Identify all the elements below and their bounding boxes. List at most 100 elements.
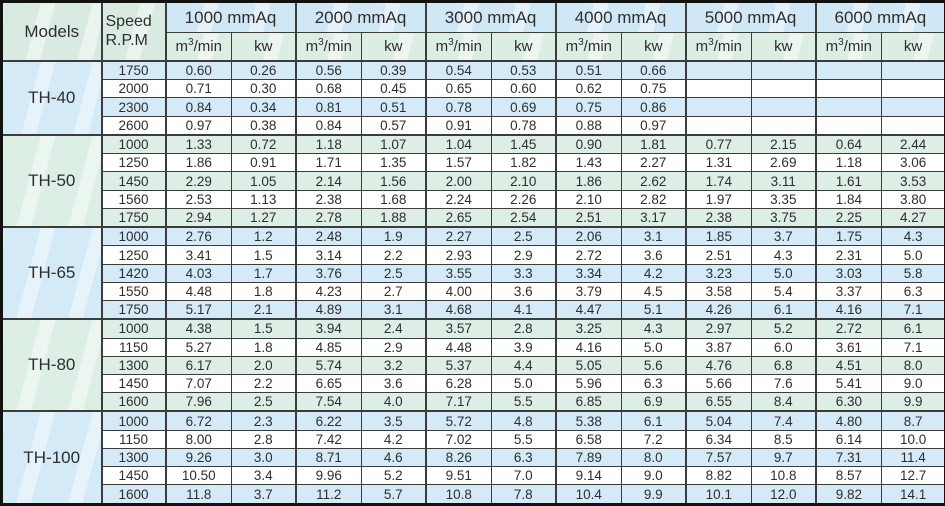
power-value-cell: 3.2	[361, 355, 427, 376]
rpm-cell: 1420	[101, 263, 166, 283]
power-value-cell: 1.8	[230, 281, 297, 302]
header-row-units: m3/min kw m3/min kw m3/min kw m3/min kw …	[2, 32, 945, 62]
flow-value-cell: 2.51	[554, 207, 623, 228]
rpm-cell: 1300	[101, 355, 166, 376]
flow-value-cell: 2.38	[684, 207, 753, 228]
power-value-cell: 1.5	[230, 245, 297, 265]
power-value-cell: 0.39	[361, 60, 427, 81]
rpm-cell: 1000	[101, 133, 166, 155]
flow-value-cell: 6.30	[814, 392, 883, 412]
power-value-cell: 2.69	[751, 153, 817, 173]
power-value-cell: 8.0	[621, 447, 687, 468]
table-row: 1300 6.17 2.0 5.74 3.2 5.37 4.4 5.05 5.6 4.76 6.8 4…	[2, 355, 945, 376]
power-unit-header: kw	[491, 32, 557, 62]
rpm-cell: 1150	[101, 429, 166, 449]
flow-value-cell: 8.82	[684, 466, 753, 486]
power-value-cell: 2.5	[230, 392, 297, 412]
power-value-cell: 1.05	[230, 171, 297, 191]
flow-value-cell: 2.53	[164, 189, 232, 209]
speed-header-line1: Speed	[105, 13, 152, 31]
pressure-header-2000: 2000 mmAq	[294, 1, 427, 33]
power-value-cell: 5.0	[881, 245, 945, 265]
power-value-cell: 6.8	[751, 355, 817, 376]
power-value-cell: 2.8	[230, 429, 297, 449]
rpm-cell: 1450	[101, 171, 166, 191]
flow-value-cell: 7.57	[684, 447, 753, 468]
table-row: 1420 4.03 1.7 3.76 2.5 3.55 3.3 3.34 4.2 3.23 5.0 3…	[2, 263, 945, 283]
flow-value-cell: 2.24	[424, 189, 493, 209]
flow-value-cell: 2.06	[554, 226, 623, 247]
flow-value-cell	[814, 79, 883, 99]
power-value-cell: 0.57	[361, 115, 427, 136]
table-row: TH-65 1000 2.76 1.2 2.48 1.9 2.27 2.5 2.06 3.1 1.8…	[1, 226, 945, 320]
flow-value-cell: 1.84	[814, 189, 883, 209]
power-value-cell: 5.7	[361, 484, 427, 505]
power-value-cell: 6.1	[621, 410, 687, 431]
speed-header-line2: R.P.M	[105, 31, 148, 49]
flow-value-cell: 2.27	[424, 226, 493, 247]
flow-value-cell: 4.38	[164, 318, 232, 339]
flow-value-cell: 0.68	[294, 79, 363, 99]
flow-value-cell: 7.42	[294, 429, 363, 449]
flow-value-cell: 3.55	[424, 263, 493, 283]
power-value-cell: 2.1	[230, 300, 297, 320]
flow-value-cell: 6.58	[554, 429, 623, 449]
flow-value-cell: 3.34	[554, 263, 623, 283]
power-value-cell: 5.2	[751, 318, 817, 339]
flow-value-cell: 4.16	[554, 337, 623, 357]
power-value-cell: 3.6	[361, 373, 427, 394]
flow-value-cell: 6.17	[164, 355, 232, 376]
power-value-cell: 3.06	[881, 153, 945, 173]
flow-value-cell: 2.00	[424, 171, 493, 191]
power-value-cell: 3.6	[491, 281, 557, 302]
power-value-cell: 4.0	[361, 392, 427, 412]
flow-value-cell: 6.14	[814, 429, 883, 449]
power-value-cell: 7.1	[881, 337, 945, 357]
flow-value-cell: 4.00	[424, 281, 493, 302]
flow-value-cell: 3.58	[684, 281, 753, 302]
table-row: 1600 7.96 2.5 7.54 4.0 7.17 5.5 6.85 6.9 6.55 8.4 6…	[2, 392, 945, 412]
power-value-cell: 1.68	[361, 189, 427, 209]
power-value-cell: 14.1	[881, 484, 945, 505]
power-value-cell: 9.0	[881, 373, 945, 394]
flow-value-cell: 5.05	[554, 355, 623, 376]
power-value-cell: 7.1	[881, 300, 945, 320]
speed-rpm-header: Speed R.P.M	[101, 1, 167, 62]
table-row: 1600 11.8 3.7 11.2 5.7 10.8 7.8 10.4 9.9 10.1 12.0…	[2, 484, 945, 505]
power-value-cell: 2.9	[491, 245, 557, 265]
power-value-cell: 7.2	[621, 429, 687, 449]
flow-value-cell: 9.14	[554, 466, 623, 486]
power-value-cell: 2.44	[881, 133, 945, 155]
power-value-cell: 3.1	[361, 300, 427, 320]
power-value-cell: 4.3	[881, 226, 945, 247]
flow-value-cell: 1.97	[684, 189, 753, 209]
flow-value-cell: 1.18	[814, 153, 883, 173]
flow-value-cell: 4.16	[814, 300, 883, 320]
rpm-cell: 1250	[101, 245, 166, 265]
power-unit-header: kw	[361, 32, 427, 62]
flow-value-cell: 0.62	[554, 79, 623, 99]
flow-value-cell: 4.85	[294, 337, 363, 357]
flow-unit-header: m3/min	[294, 32, 363, 62]
power-value-cell: 2.5	[361, 263, 427, 283]
flow-value-cell	[684, 115, 753, 136]
flow-unit-header: m3/min	[814, 32, 883, 62]
power-value-cell: 0.30	[230, 79, 297, 99]
flow-value-cell: 3.14	[294, 245, 363, 265]
flow-value-cell: 11.8	[164, 484, 232, 505]
flow-value-cell: 8.26	[424, 447, 493, 468]
power-value-cell: 9.9	[881, 392, 945, 412]
power-value-cell: 4.6	[361, 447, 427, 468]
power-value-cell: 5.6	[621, 355, 687, 376]
flow-value-cell: 0.84	[294, 115, 363, 136]
flow-value-cell	[684, 97, 753, 117]
flow-value-cell: 6.72	[164, 410, 232, 431]
flow-value-cell: 2.31	[814, 245, 883, 265]
power-value-cell: 1.35	[361, 153, 427, 173]
flow-value-cell: 10.4	[554, 484, 623, 505]
power-value-cell: 1.45	[491, 133, 557, 155]
flow-value-cell: 0.91	[424, 115, 493, 136]
flow-unit-header: m3/min	[684, 32, 753, 62]
rpm-cell: 1150	[101, 337, 166, 357]
